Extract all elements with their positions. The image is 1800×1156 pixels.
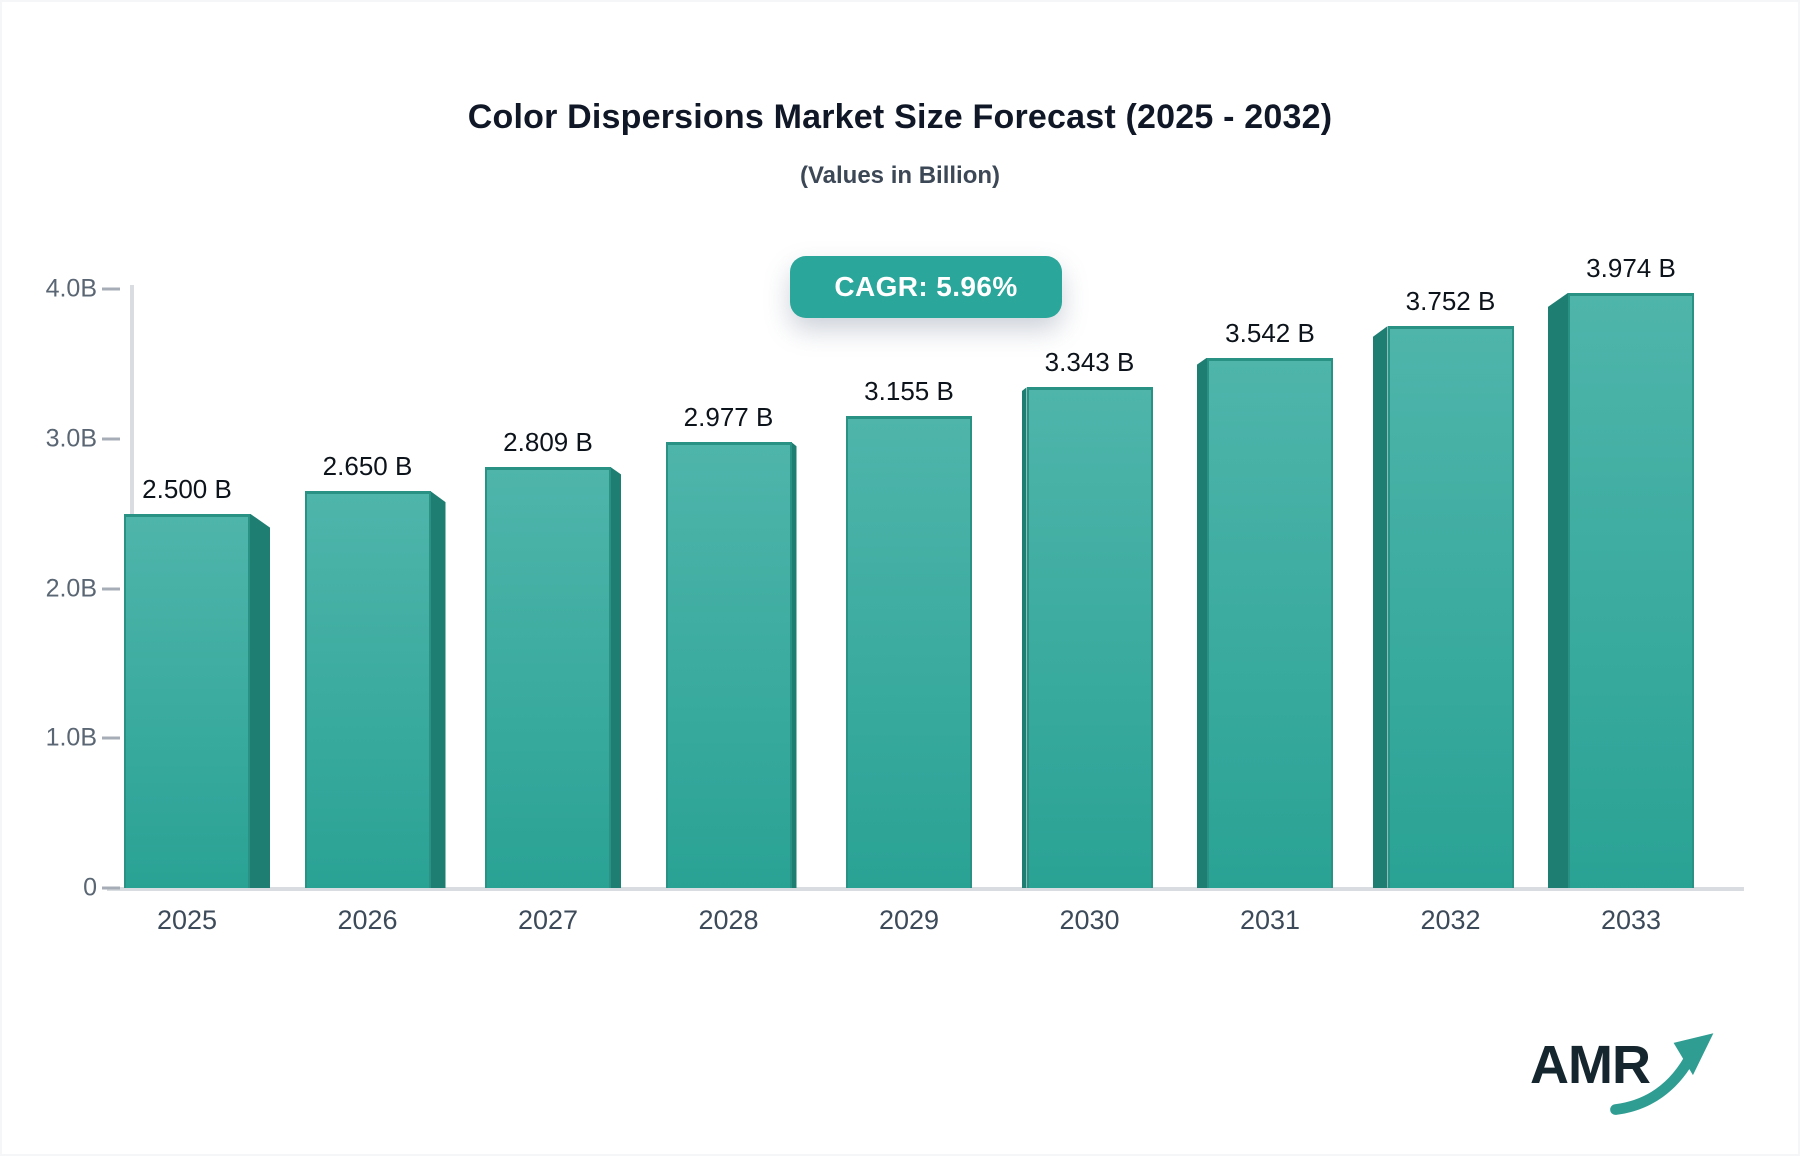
bar-value-label: 3.974 B (1586, 252, 1676, 283)
bar-side-face (430, 491, 446, 888)
y-tick-label: 3.0B (45, 424, 97, 453)
bar-2032 (1387, 326, 1514, 888)
chart-title: Color Dispersions Market Size Forecast (… (467, 98, 1333, 136)
bar-value-label: 2.977 B (683, 402, 774, 433)
bar-2029 (846, 415, 972, 888)
bar-side-face (1372, 326, 1388, 888)
bar-value-label: 2.650 B (322, 451, 413, 482)
x-axis-label-2026: 2026 (337, 905, 398, 935)
bar-2025 (124, 513, 250, 888)
cagr-badge-label: CAGR: 5.96% (834, 271, 1018, 302)
bar-value-label: 2.809 B (503, 427, 593, 458)
bar-side-face (791, 442, 797, 888)
x-axis-label-2031: 2031 (1239, 905, 1301, 935)
x-axis-label-2033: 2033 (1600, 905, 1662, 935)
bar-side-face (1197, 357, 1207, 888)
bar-2026 (304, 491, 431, 888)
bar-2028 (665, 442, 792, 888)
bar-2030 (1026, 387, 1153, 888)
cagr-badge: CAGR: 5.96% (790, 256, 1062, 318)
y-tick-label: 4.0B (45, 274, 97, 303)
bar-value-label: 3.542 B (1225, 317, 1315, 348)
x-axis-label-2030: 2030 (1059, 905, 1120, 935)
bar-side-face (611, 467, 621, 888)
amr-logo: AMR (1530, 1024, 1730, 1124)
x-axis-label-2028: 2028 (698, 905, 759, 935)
bar-side-face (250, 513, 270, 888)
bar-side-face (1548, 292, 1568, 888)
x-axis-label-2027: 2027 (517, 905, 579, 935)
x-axis-label-2025: 2025 (156, 905, 218, 935)
y-tick-mark (102, 886, 120, 890)
chart-subtitle: (Values in Billion) (799, 162, 1001, 189)
bar-2033 (1568, 292, 1694, 888)
x-axis-label-2032: 2032 (1420, 905, 1481, 935)
trend-up-arrow-icon (1610, 1033, 1714, 1115)
y-tick-mark (102, 587, 120, 590)
amr-logo-text: AMR (1530, 1035, 1651, 1095)
y-tick-label: 0 (83, 873, 97, 902)
bar-value-label: 3.155 B (864, 375, 954, 406)
y-tick-mark (102, 736, 120, 740)
bar-value-label: 3.752 B (1405, 286, 1496, 317)
x-axis-label-2029: 2029 (878, 905, 940, 935)
bar-side-face (1021, 387, 1027, 888)
y-tick-mark (102, 287, 120, 291)
bar-value-label: 2.500 B (142, 473, 232, 504)
bar-2027 (485, 467, 611, 888)
bar-value-label: 3.343 B (1044, 347, 1135, 378)
y-tick-label: 1.0B (45, 723, 97, 752)
y-tick-mark (102, 437, 120, 441)
y-tick-label: 2.0B (45, 574, 97, 602)
x-axis-line (107, 887, 1744, 891)
bar-2031 (1207, 357, 1333, 888)
